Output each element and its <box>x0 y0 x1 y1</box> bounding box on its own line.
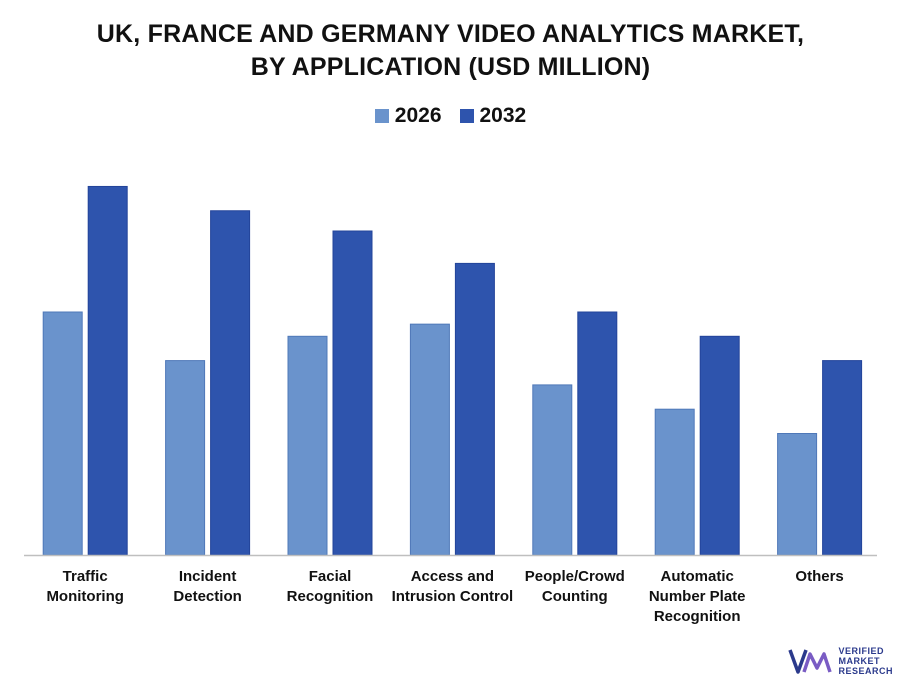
bar-2032-1 <box>210 210 251 556</box>
x-tick-label-2: Facial Recognition <box>268 567 392 607</box>
x-tick-label-5-line-0: Automatic <box>660 568 734 585</box>
bar-2026-0 <box>42 311 83 556</box>
brand-line-1: VERIFIED <box>838 646 884 656</box>
bar-2032-5 <box>699 335 740 556</box>
brand-logo: VERIFIED MARKET RESEARCH <box>788 646 893 676</box>
brand-text: VERIFIED MARKET RESEARCH <box>838 646 893 676</box>
bar-2032-0 <box>87 185 128 556</box>
bar-2032-6 <box>822 360 863 556</box>
legend-label-2032: 2032 <box>479 104 527 127</box>
x-tick-label-6-line-0: Others <box>795 568 844 585</box>
x-tick-label-4-line-1: Counting <box>541 588 608 605</box>
x-tick-label-4: People/Crowd Counting <box>513 567 637 607</box>
chart-title: UK, FRANCE AND GERMANY VIDEO ANALYTICS M… <box>0 18 901 84</box>
x-tick-label-5-line-2: Recognition <box>653 608 741 625</box>
chart-title-line-2: BY APPLICATION (USD MILLION) <box>250 53 651 81</box>
legend: 2026 2032 <box>0 104 901 128</box>
bar-2026-5 <box>654 408 695 556</box>
bar-2026-3 <box>409 323 450 556</box>
x-tick-label-3-line-0: Access and <box>410 568 495 585</box>
x-axis-labels: Traffic Monitoring Incident Detection Facial… <box>0 567 901 637</box>
legend-swatch-2026 <box>374 109 389 123</box>
x-tick-label-5: Automatic Number Plate Recognition <box>635 567 759 627</box>
x-tick-label-0-line-1: Monitoring <box>46 588 124 605</box>
x-tick-label-1-line-1: Detection <box>173 588 242 605</box>
x-tick-label-1: Incident Detection <box>146 567 270 607</box>
bar-2032-3 <box>454 262 495 556</box>
bar-2026-4 <box>532 384 573 556</box>
x-tick-label-2-line-1: Recognition <box>286 588 374 605</box>
bar-2032-2 <box>332 230 373 556</box>
brand-line-3: RESEARCH <box>838 666 893 676</box>
legend-item-2032: 2032 <box>459 104 527 128</box>
brand-line-2: MARKET <box>838 656 880 666</box>
x-tick-label-2-line-0: Facial <box>308 568 352 585</box>
x-tick-label-0: Traffic Monitoring <box>23 567 147 607</box>
x-tick-label-0-line-0: Traffic <box>62 568 108 585</box>
vmr-logo-icon <box>788 649 833 674</box>
x-tick-label-3-line-1: Intrusion Control <box>391 588 514 605</box>
bar-2026-1 <box>165 360 206 556</box>
x-tick-label-5-line-1: Number Plate <box>648 588 746 605</box>
legend-item-2026: 2026 <box>374 104 442 128</box>
x-tick-label-4-line-0: People/Crowd <box>524 568 625 585</box>
x-tick-label-1-line-0: Incident <box>178 568 237 585</box>
bar-2026-2 <box>287 335 328 556</box>
legend-label-2026: 2026 <box>394 104 442 127</box>
x-tick-label-3: Access and Intrusion Control <box>390 567 514 607</box>
legend-swatch-2032 <box>459 109 474 123</box>
bar-2032-4 <box>577 311 618 556</box>
chart-title-line-1: UK, FRANCE AND GERMANY VIDEO ANALYTICS M… <box>96 20 805 48</box>
bar-2026-6 <box>777 433 818 556</box>
x-tick-label-6: Others <box>758 567 882 587</box>
